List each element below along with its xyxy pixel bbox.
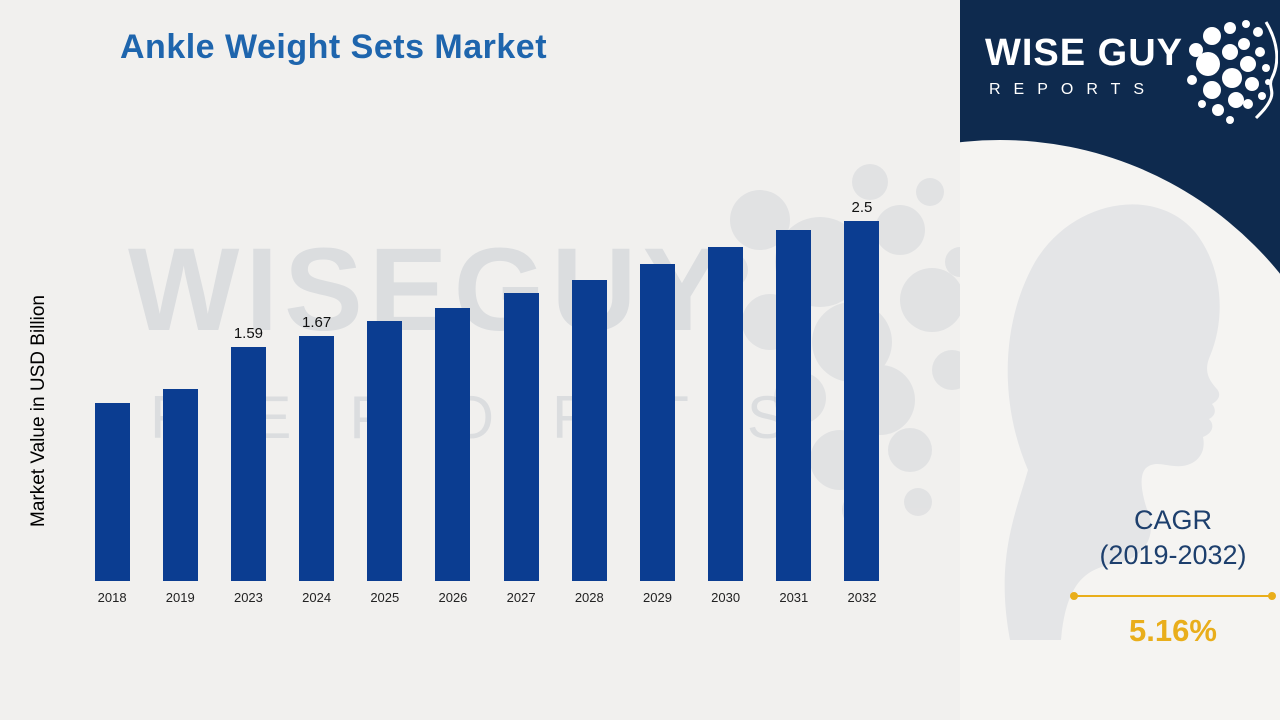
bar-2029 [639, 264, 675, 581]
x-tick-label-2028: 2028 [574, 590, 604, 605]
logo: WISE GUY REPORTS [985, 32, 1183, 99]
cagr-divider [1070, 592, 1276, 600]
bar-2026 [435, 308, 471, 581]
x-tick-label-2023: 2023 [233, 590, 263, 605]
x-tick-label-2027: 2027 [506, 590, 536, 605]
bar-value-label-2024: 1.67 [302, 314, 332, 331]
bars: 2018 2019 1.59 2023 1.67 2024 2025 2026 2027 2028… [78, 199, 896, 607]
x-tick-label-2018: 2018 [97, 590, 127, 605]
bar-2018 [94, 403, 130, 581]
bar-group-2031: 2031 [760, 199, 828, 607]
x-tick-label-2026: 2026 [438, 590, 468, 605]
x-tick-label-2029: 2029 [643, 590, 672, 605]
bar-2031 [776, 230, 812, 581]
bar-group-2023: 1.59 2023 [214, 199, 282, 607]
bar-2032 [844, 221, 880, 582]
bar-2023 [230, 347, 266, 581]
divider-dot-right [1268, 592, 1276, 600]
cagr-label: CAGR [1133, 505, 1212, 535]
bar-group-2032: 2.5 2032 [828, 199, 896, 607]
bar-chart: 2018 2019 1.59 2023 1.67 2024 2025 2026 2027 2028… [78, 199, 896, 607]
bar-group-2025: 2025 [351, 199, 419, 607]
x-tick-label-2024: 2024 [302, 590, 332, 605]
bar-group-2026: 2026 [419, 199, 487, 607]
bar-2027 [503, 293, 539, 581]
page-title: Ankle Weight Sets Market [120, 28, 548, 66]
bar-2019 [162, 389, 198, 581]
x-tick-label-2025: 2025 [370, 590, 400, 605]
bar-2025 [367, 321, 403, 581]
logo-head-icon [1187, 20, 1278, 124]
divider-dot-left [1070, 592, 1078, 600]
cagr-period: (2019-2032) [1099, 540, 1247, 570]
bar-group-2030: 2030 [692, 199, 760, 607]
x-tick-label-2031: 2031 [779, 590, 809, 605]
x-tick-label-2019: 2019 [165, 590, 195, 605]
bar-group-2018: 2018 [78, 199, 146, 607]
bar-group-2019: 2019 [146, 199, 214, 607]
bar-group-2028: 2028 [555, 199, 623, 607]
head-silhouette [1004, 204, 1220, 640]
bar-2024 [299, 336, 335, 581]
x-tick-label-2030: 2030 [711, 590, 741, 605]
bar-value-label-2032: 2.5 [851, 199, 873, 216]
bar-value-label-2023: 1.59 [233, 325, 264, 342]
bar-2030 [708, 247, 744, 581]
bar-group-2024: 1.67 2024 [283, 199, 351, 607]
y-axis-label: Market Value in USD Billion [28, 295, 49, 527]
cagr-value: 5.16% [1129, 613, 1217, 648]
logo-reports-text: REPORTS [989, 81, 1158, 98]
bar-group-2029: 2029 [623, 199, 691, 607]
bar-2028 [571, 280, 607, 581]
cagr-block: CAGR (2019-2032) 5.16% [1070, 505, 1276, 649]
logo-wiseguy-text: WISE GUY [985, 32, 1184, 74]
bar-group-2027: 2027 [487, 199, 555, 607]
x-tick-label-2032: 2032 [847, 590, 877, 606]
